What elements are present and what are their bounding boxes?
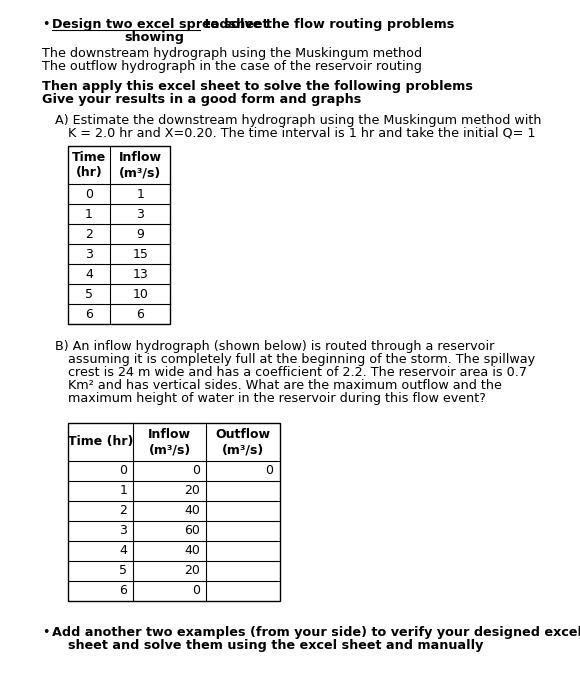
Text: Time (hr): Time (hr) [68,435,133,449]
Text: Inflow: Inflow [148,428,191,441]
Text: 40: 40 [184,545,200,557]
Text: (m³/s): (m³/s) [148,443,191,456]
Text: 4: 4 [85,267,93,281]
Text: 5: 5 [119,564,127,578]
Text: Then apply this excel sheet to solve the following problems: Then apply this excel sheet to solve the… [42,80,473,93]
Text: 60: 60 [184,524,200,538]
Text: Outflow: Outflow [216,428,270,441]
Text: sheet and solve them using the excel sheet and manually: sheet and solve them using the excel she… [68,639,483,652]
Text: Time
(hr): Time (hr) [72,151,106,179]
Text: 5: 5 [85,288,93,300]
Text: 0: 0 [193,465,200,477]
Bar [68,423,280,601]
Text: 6: 6 [136,307,144,321]
Text: 2: 2 [85,228,93,241]
Text: 6: 6 [119,584,127,598]
Text: Give your results in a good form and graphs: Give your results in a good form and gra… [42,93,361,106]
Text: 9: 9 [136,228,144,241]
Text: showing: showing [124,31,184,44]
Text: 20: 20 [184,564,200,578]
Text: 0: 0 [266,465,274,477]
Text: maximum height of water in the reservoir during this flow event?: maximum height of water in the reservoir… [68,392,485,405]
Text: 0: 0 [193,584,200,598]
Text: 3: 3 [119,524,127,538]
Text: The downstream hydrograph using the Muskingum method: The downstream hydrograph using the Musk… [42,47,422,60]
Text: 3: 3 [85,248,93,260]
Text: to solve the flow routing problems: to solve the flow routing problems [200,18,454,31]
Text: •: • [42,626,50,639]
Text: 15: 15 [132,248,148,260]
Text: 6: 6 [85,307,93,321]
Text: 1: 1 [136,188,144,200]
Text: Inflow
(m³/s): Inflow (m³/s) [119,151,162,179]
Text: 10: 10 [132,288,148,300]
Text: 2: 2 [119,505,127,517]
Text: 13: 13 [132,267,148,281]
Text: 0: 0 [85,188,93,200]
Text: 20: 20 [184,484,200,498]
Text: 1: 1 [119,484,127,498]
Text: The outflow hydrograph in the case of the reservoir routing: The outflow hydrograph in the case of th… [42,60,422,73]
Text: B) An inflow hydrograph (shown below) is routed through a reservoir: B) An inflow hydrograph (shown below) is… [56,340,495,353]
Text: 0: 0 [119,465,127,477]
Text: 1: 1 [85,207,93,220]
Text: Design two excel spreadsheet: Design two excel spreadsheet [52,18,269,31]
Text: •: • [42,18,50,31]
Text: 40: 40 [184,505,200,517]
Text: 3: 3 [136,207,144,220]
Text: A) Estimate the downstream hydrograph using the Muskingum method with: A) Estimate the downstream hydrograph us… [56,114,542,127]
Text: 4: 4 [119,545,127,557]
Text: crest is 24 m wide and has a coefficient of 2.2. The reservoir area is 0.7: crest is 24 m wide and has a coefficient… [68,366,527,379]
Text: K = 2.0 hr and X=0.20. The time interval is 1 hr and take the initial Q= 1: K = 2.0 hr and X=0.20. The time interval… [68,127,535,140]
Text: assuming it is completely full at the beginning of the storm. The spillway: assuming it is completely full at the be… [68,353,535,366]
Text: (m³/s): (m³/s) [222,443,264,456]
Bar [68,146,171,324]
Text: Add another two examples (from your side) to verify your designed excel: Add another two examples (from your side… [52,626,580,639]
Text: Km² and has vertical sides. What are the maximum outflow and the: Km² and has vertical sides. What are the… [68,379,502,392]
